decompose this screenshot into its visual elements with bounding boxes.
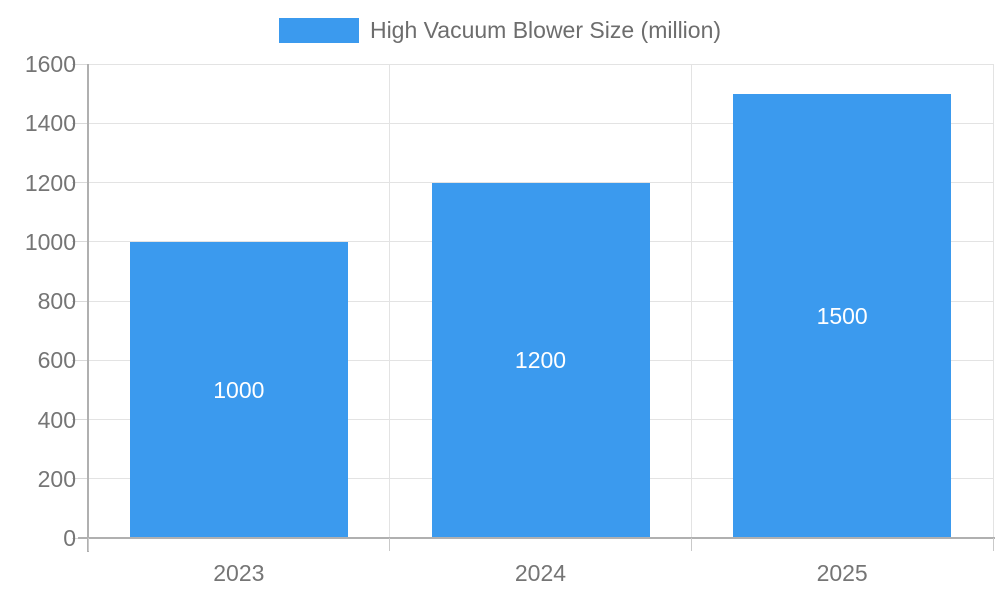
y-axis-tick-label: 600	[37, 347, 76, 374]
y-axis-tick-label: 200	[37, 465, 76, 492]
gridline-vertical	[690, 64, 692, 538]
x-tick-mark	[87, 538, 89, 551]
y-tick-mark	[72, 300, 88, 302]
y-tick-mark	[72, 478, 88, 480]
y-axis-line	[87, 64, 89, 552]
y-tick-mark	[72, 419, 88, 420]
bar-2023[interactable]	[129, 241, 348, 538]
y-axis-tick-label: 400	[37, 406, 76, 433]
y-axis-tick-label: 1400	[24, 110, 76, 137]
x-tick-mark	[992, 538, 994, 551]
y-tick-mark	[72, 122, 88, 124]
y-tick-mark	[72, 182, 88, 183]
bar-2025[interactable]	[733, 93, 952, 538]
legend-label: High Vacuum Blower Size (million)	[369, 17, 722, 43]
plot-area: 1000 1200 1500	[88, 63, 994, 538]
y-tick-mark	[72, 63, 88, 65]
bar-2024[interactable]	[431, 182, 650, 538]
gridline-vertical	[389, 64, 391, 538]
y-axis-tick-label: 1200	[24, 169, 76, 196]
x-axis-tick-label: 2023	[213, 560, 265, 586]
y-tick-mark	[72, 241, 88, 243]
legend: High Vacuum Blower Size (million)	[0, 16, 1000, 44]
y-axis-tick-label: 1000	[24, 228, 76, 255]
y-axis-tick-label: 1600	[24, 51, 76, 77]
gridline-horizontal	[88, 122, 993, 124]
gridline-vertical	[992, 64, 994, 538]
y-tick-mark	[72, 359, 88, 361]
x-tick-mark	[389, 538, 391, 551]
gridline-horizontal	[88, 63, 993, 65]
y-axis-tick-label: 800	[37, 288, 76, 314]
y-axis-tick-label: 0	[63, 525, 76, 551]
x-tick-mark	[690, 538, 692, 551]
x-axis-tick-label: 2024	[514, 560, 567, 586]
legend-item[interactable]: High Vacuum Blower Size (million)	[278, 16, 722, 44]
legend-swatch-icon	[278, 17, 359, 43]
x-axis-line	[78, 537, 995, 539]
x-axis-tick-label: 2025	[816, 560, 868, 586]
